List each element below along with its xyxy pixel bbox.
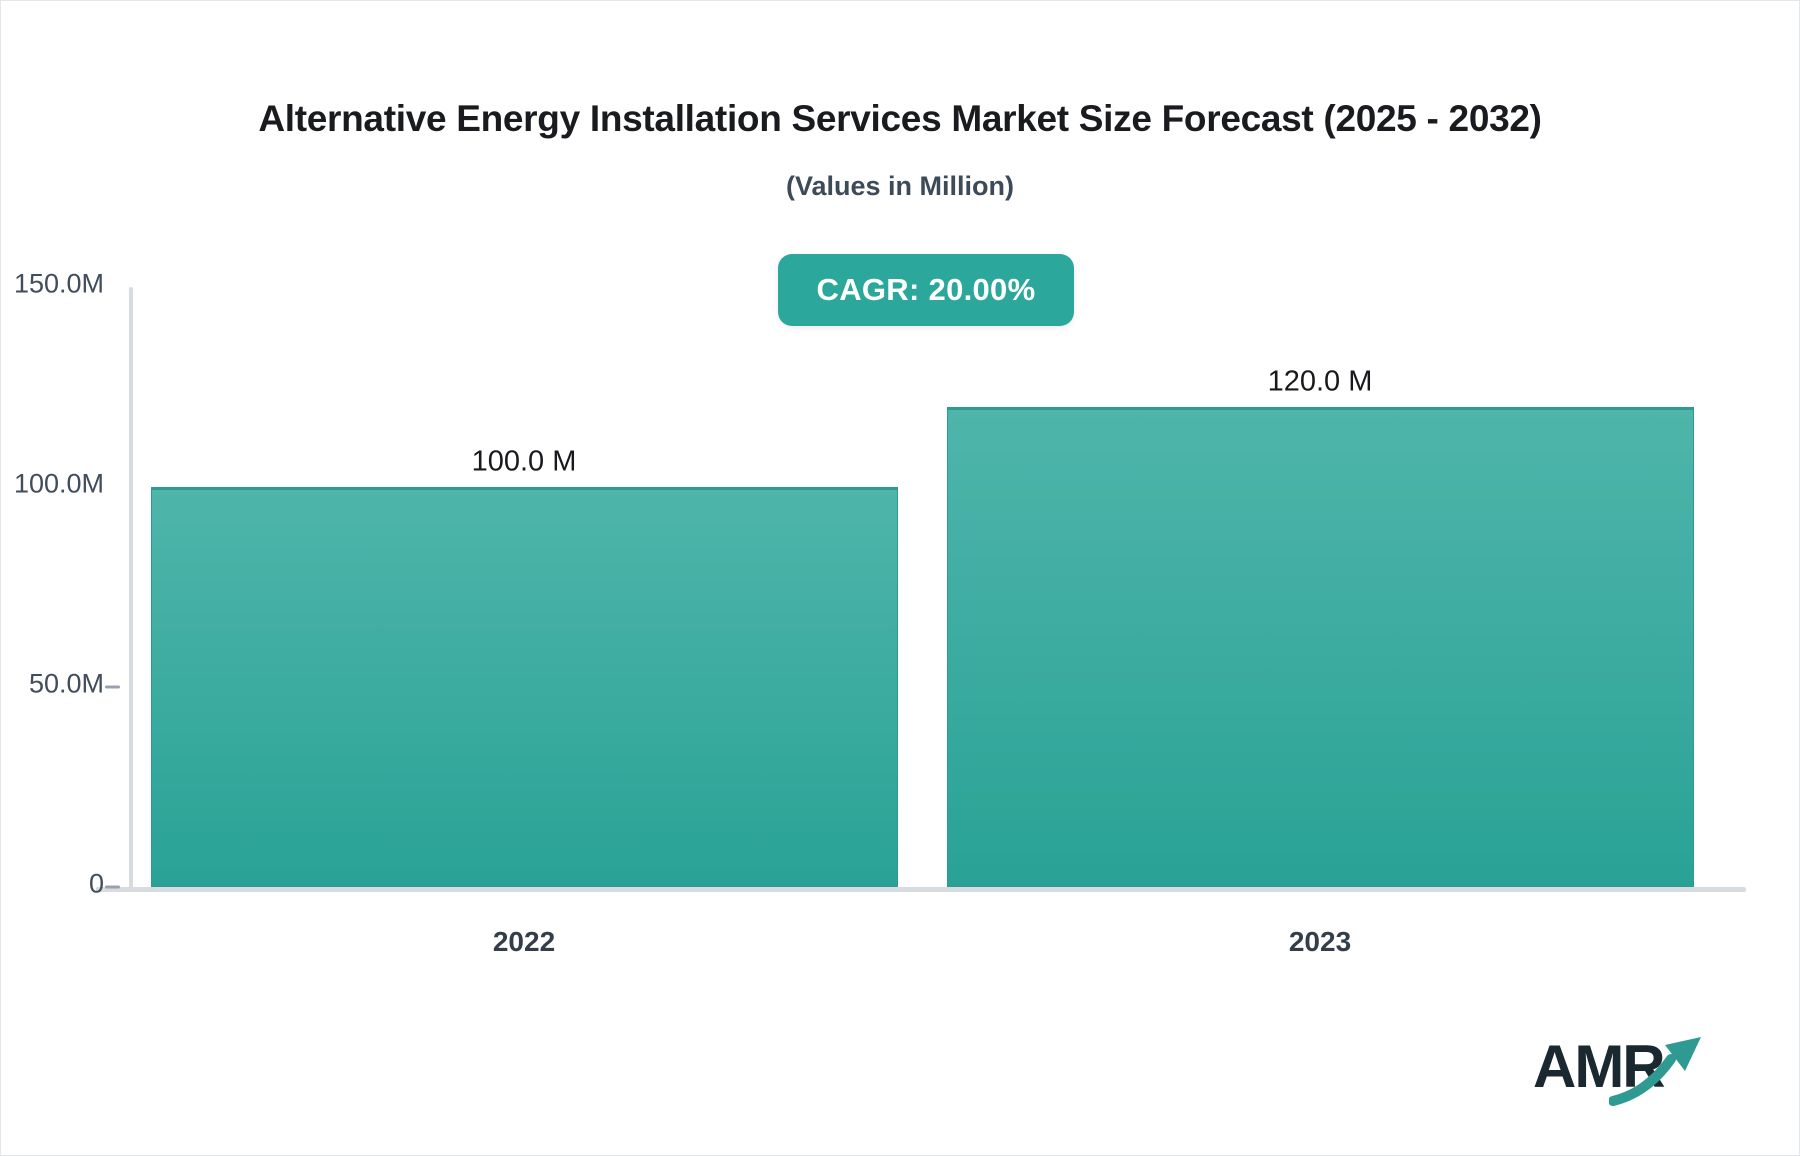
bar-value-label: 120.0 M — [1267, 365, 1373, 398]
bar-value-label: 100.0 M — [471, 445, 577, 478]
y-axis-tick-label: 50.0M — [28, 668, 104, 699]
x-axis-line — [96, 887, 1746, 892]
cagr-badge: CAGR: 20.00% — [778, 254, 1074, 326]
y-axis-tick-label: 0 — [88, 868, 104, 899]
y-axis-tick-label: 100.0M — [13, 468, 104, 499]
bar-2022[interactable] — [150, 487, 898, 887]
amr-logo: AMR — [1533, 1029, 1723, 1113]
y-axis-tick-mark — [105, 685, 120, 689]
chart-subtitle: (Values in Million) — [785, 171, 1015, 201]
y-axis-tick-mark — [105, 885, 120, 889]
y-axis-tick-label: 150.0M — [13, 268, 104, 299]
x-axis-category-label: 2023 — [1288, 926, 1352, 957]
bar-2023[interactable] — [946, 407, 1694, 887]
y-axis-line — [129, 287, 133, 890]
chart-title: Alternative Energy Installation Services… — [258, 98, 1542, 139]
x-axis-category-label: 2022 — [492, 926, 556, 957]
growth-arrow-icon — [1609, 1037, 1701, 1106]
